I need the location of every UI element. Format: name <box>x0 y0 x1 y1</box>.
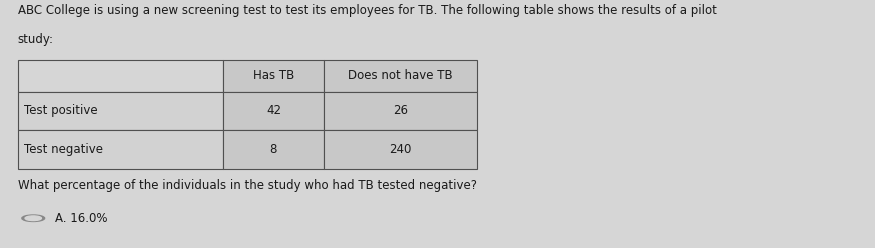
Bar <box>324 60 477 92</box>
Text: study:: study: <box>18 33 53 46</box>
Text: 42: 42 <box>266 104 281 118</box>
Bar <box>223 60 324 92</box>
Bar <box>324 92 477 130</box>
Text: A. 16.0%: A. 16.0% <box>55 212 108 225</box>
Circle shape <box>22 215 45 221</box>
Bar <box>18 92 223 130</box>
Bar <box>18 60 223 92</box>
Bar <box>223 130 324 169</box>
Text: ABC College is using a new screening test to test its employees for TB. The foll: ABC College is using a new screening tes… <box>18 4 717 17</box>
Text: Has TB: Has TB <box>253 69 294 82</box>
Bar <box>324 130 477 169</box>
Text: Test negative: Test negative <box>24 143 102 156</box>
Text: 240: 240 <box>389 143 411 156</box>
Bar <box>18 130 223 169</box>
Text: 8: 8 <box>270 143 277 156</box>
Text: 26: 26 <box>393 104 408 118</box>
Text: What percentage of the individuals in the study who had TB tested negative?: What percentage of the individuals in th… <box>18 179 477 191</box>
Text: Does not have TB: Does not have TB <box>348 69 452 82</box>
Bar <box>223 92 324 130</box>
Text: Test positive: Test positive <box>24 104 97 118</box>
Circle shape <box>25 216 41 220</box>
